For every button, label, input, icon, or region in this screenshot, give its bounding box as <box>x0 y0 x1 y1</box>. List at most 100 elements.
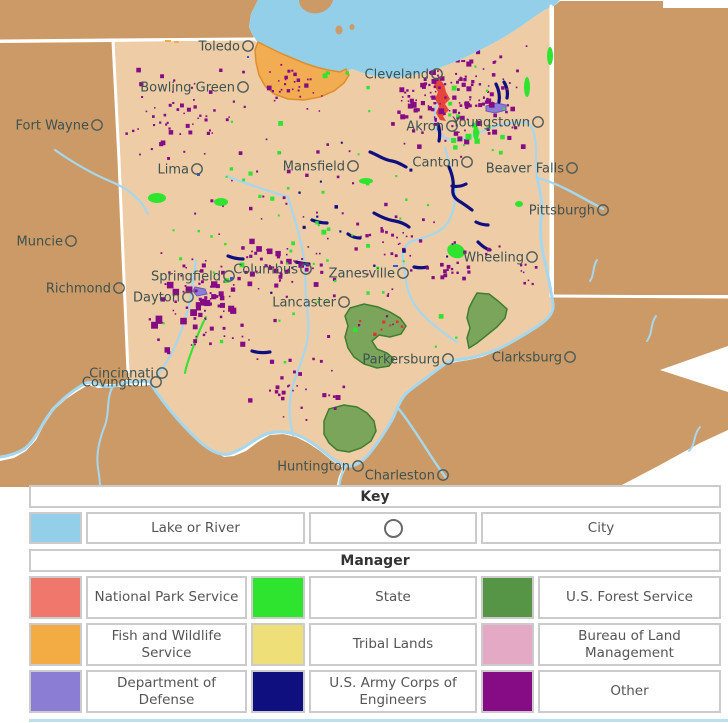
state-land-grand-lake <box>148 193 166 203</box>
state-statewide-dot <box>270 196 275 201</box>
other-toledo-east-dot <box>321 95 323 97</box>
other-statewide-dot <box>387 292 390 295</box>
other-nw-dot <box>242 70 245 74</box>
other-columbus-dot <box>286 253 288 256</box>
usace-small-dot <box>340 141 343 144</box>
state-statewide-dot <box>366 291 370 295</box>
other-south-central-dot <box>333 407 337 410</box>
other-columbus-dot <box>268 266 273 270</box>
other-toledo-east-dot <box>287 69 291 73</box>
other-cleveland-south-dot <box>405 115 409 119</box>
other-panhandle-dot <box>523 281 526 285</box>
other-ne-band-dot <box>478 103 483 108</box>
city-muncie: Muncie <box>17 235 77 250</box>
other-west-central-dot <box>192 324 198 330</box>
other-toledo-east-dot <box>280 88 283 91</box>
usace-lake-tappan-arm <box>450 182 468 188</box>
other-columbus-dot <box>307 246 310 248</box>
other-ne-band-dot <box>478 83 482 86</box>
state-statewide-dot <box>395 175 398 178</box>
wv-river-3 <box>589 259 598 282</box>
other-south-central-dot <box>256 358 259 360</box>
other-statewide-dot <box>231 179 233 182</box>
usace-small-dot <box>270 291 273 294</box>
other-west-central-dot <box>185 306 189 309</box>
other-southeast-dot <box>498 245 501 248</box>
other-cleveland-south-dot <box>433 85 437 89</box>
other-statewide-dot <box>384 202 388 207</box>
legend-manager-header: Manager <box>29 549 721 572</box>
city-youngstown: Youngstown <box>451 116 544 131</box>
other-nw-dot <box>137 128 139 130</box>
other-southeast-dot <box>463 250 467 254</box>
other-ne-band-dot <box>460 116 464 120</box>
legend-swatch-blm <box>481 623 534 666</box>
other-nw-dot <box>209 129 211 132</box>
other-west-central-dot <box>184 285 187 287</box>
usace-small-dot <box>302 225 306 229</box>
city-label: Lancaster <box>272 296 336 311</box>
state-ne-dot <box>451 138 457 143</box>
other-southeast-dot <box>487 247 491 252</box>
other-nw-dot <box>163 113 167 117</box>
other-columbus-dot <box>287 268 290 271</box>
legend-swatch-state <box>251 576 305 619</box>
usace-lake-caesar-creek <box>226 254 245 261</box>
other-nw-dot <box>219 68 223 72</box>
other-southeast-dot <box>440 275 445 280</box>
other-nw-dot <box>180 103 184 108</box>
legend-swatch-fws <box>29 623 82 666</box>
state-statewide-dot <box>312 262 315 265</box>
other-east-central-dot <box>410 269 413 272</box>
city-marker <box>182 291 194 303</box>
city-label: Covington <box>82 376 148 391</box>
city-label: Cincinnati <box>89 367 154 382</box>
city-marker <box>113 282 125 294</box>
other-ne-band-dot <box>458 131 460 133</box>
other-ne-band-dot <box>456 80 459 84</box>
pelee-point <box>299 0 333 14</box>
other-ne-band-dot <box>434 120 437 122</box>
other-statewide-dot <box>285 295 288 298</box>
other-toledo-east-dot <box>304 83 309 88</box>
legend-label-city: City <box>481 512 721 544</box>
other-nw-dot <box>166 121 169 124</box>
other-statewide-dot <box>256 270 258 273</box>
other-ne-band-dot <box>489 102 495 108</box>
state-lakeshore-dot <box>322 73 326 77</box>
state-ne-dot <box>500 134 505 140</box>
state-statewide-dot <box>277 214 280 217</box>
nps-hopewell-dots-dot <box>359 320 362 323</box>
city-label: Huntington <box>277 460 350 475</box>
other-west-central-dot <box>240 323 244 327</box>
other-statewide-dot <box>320 270 324 274</box>
nps-hopewell-dots-dot <box>380 328 383 331</box>
other-west-central-dot <box>249 271 255 277</box>
other-cleveland-south-dot <box>423 78 427 81</box>
other-ne-band-dot <box>444 96 447 99</box>
other-ne-band-dot <box>453 131 459 136</box>
other-nw-dot <box>193 105 197 109</box>
other-east-central-dot <box>383 253 386 256</box>
state-statewide-dot <box>357 153 360 156</box>
other-west-central-dot <box>201 280 204 284</box>
city-marker <box>352 460 364 472</box>
other-cleveland-south-dot <box>409 98 414 103</box>
other-columbus-dot <box>259 257 263 261</box>
other-ne-band-dot <box>468 104 472 108</box>
city-cleveland: Cleveland <box>365 68 443 83</box>
usace-lake-atwood <box>368 150 408 169</box>
other-nw-dot <box>141 96 144 98</box>
other-south-central-dot <box>331 369 333 372</box>
other-toledo-east-dot <box>284 78 287 81</box>
state-ne-dot <box>448 101 453 106</box>
state-ne-dot <box>498 150 503 155</box>
city-label: Wheeling <box>463 251 524 266</box>
other-nw-dot <box>153 124 156 127</box>
other-cleveland-south-dot <box>431 107 435 112</box>
other-ne-band-dot <box>461 82 466 87</box>
other-south-central-dot <box>280 376 284 380</box>
city-parkersburg: Parkersburg <box>362 353 454 368</box>
other-columbus-dot <box>246 256 249 259</box>
other-ne-band-dot <box>499 124 502 127</box>
